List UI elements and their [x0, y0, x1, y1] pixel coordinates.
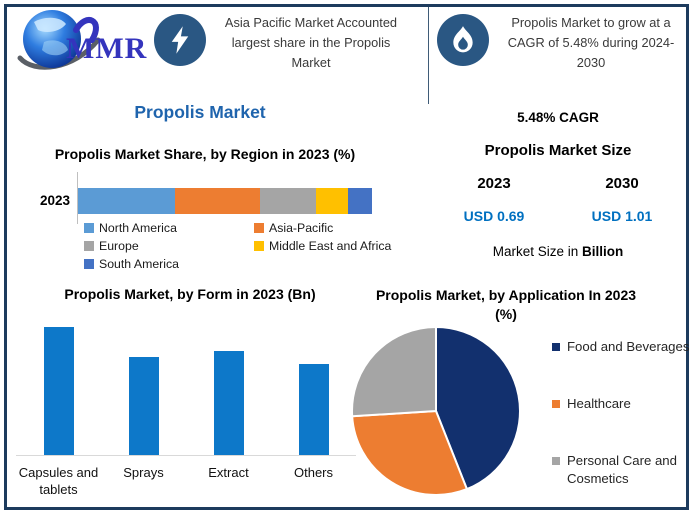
- form-label-extract: Extract: [208, 465, 249, 480]
- legend-label: Food and Beverages: [567, 339, 690, 354]
- application-pie-chart: [350, 325, 522, 497]
- market-size-note: Market Size in Billion: [492, 244, 624, 259]
- form-bar-column: [16, 327, 101, 455]
- form-bar-sprays: [128, 357, 159, 455]
- market-size-unit: Billion: [582, 244, 624, 259]
- mmr-logo: MMR: [16, 8, 156, 78]
- pie-legend-item-food-and-beverages: Food and Beverages: [552, 338, 690, 356]
- bar-segment-south-america: [348, 188, 372, 214]
- legend-swatch: [84, 259, 94, 269]
- pie-legend-item-healthcare: Healthcare: [552, 395, 690, 413]
- market-size-panel: 5.48% CAGR Propolis Market Size 2023 203…: [430, 105, 686, 259]
- region-year-label: 2023: [39, 193, 70, 208]
- bar-segment-europe: [260, 188, 317, 214]
- legend-swatch: [84, 241, 94, 251]
- region-chart-title: Propolis Market Share, by Region in 2023…: [54, 146, 356, 162]
- legend-label: South America: [99, 257, 179, 271]
- globe-icon: [17, 10, 101, 70]
- header-note-cagr: Propolis Market to grow at a CAGR of 5.4…: [507, 15, 675, 70]
- legend-swatch: [552, 343, 560, 351]
- cagr-value: 5.48% CAGR: [517, 110, 599, 125]
- legend-swatch: [254, 223, 264, 233]
- region-legend-item-north-america: North America: [84, 221, 254, 235]
- form-bar-capsules-and-tablets: [43, 327, 74, 455]
- region-y-axis-line: [77, 172, 78, 224]
- infographic-border: [4, 4, 689, 510]
- form-bar-chart: [16, 327, 356, 456]
- lightning-icon: [154, 14, 206, 66]
- region-legend-item-asia-pacific: Asia-Pacific: [254, 221, 394, 235]
- year-start-label: 2023: [477, 175, 511, 192]
- bar-segment-middle-east-and-africa: [316, 188, 349, 214]
- form-label-capsules-and-tablets: Capsules and tablets: [18, 465, 99, 497]
- year-end-label: 2030: [605, 175, 639, 192]
- header-note-asia-pacific: Asia Pacific Market Accounted largest sh…: [224, 15, 398, 70]
- market-value-end: USD 1.01: [591, 208, 653, 224]
- bar-segment-asia-pacific: [175, 188, 261, 214]
- region-legend: North America Asia-Pacific Europe Middle Ea…: [84, 221, 394, 271]
- pie-slice-food-and-beverages: [435, 326, 521, 491]
- flame-icon: [437, 14, 489, 66]
- region-legend-item-south-america: South America: [84, 257, 254, 271]
- page-title: Propolis Market: [134, 102, 266, 122]
- legend-label: North America: [99, 221, 177, 235]
- pie-legend-item-personal-care-and-cosmetics: Personal Care and Cosmetics: [552, 452, 690, 488]
- form-bar-column: [186, 327, 271, 455]
- region-legend-item-middle-east-and-africa: Middle East and Africa: [254, 239, 394, 253]
- form-category-labels: Capsules and tablets Sprays Extract Others: [16, 464, 356, 498]
- form-label-sprays: Sprays: [123, 465, 164, 480]
- form-bar-extract: [213, 351, 244, 455]
- legend-swatch: [84, 223, 94, 233]
- legend-swatch: [552, 457, 560, 465]
- application-pie-title: Propolis Market, by Application In 2023 …: [375, 287, 637, 322]
- region-stacked-bar: [78, 188, 372, 214]
- form-chart-title: Propolis Market, by Form in 2023 (Bn): [64, 286, 316, 302]
- legend-label: Europe: [99, 239, 139, 253]
- form-label-others: Others: [293, 465, 333, 480]
- market-size-title: Propolis Market Size: [484, 142, 632, 159]
- logo-text: MMR: [66, 32, 148, 65]
- legend-swatch: [552, 400, 560, 408]
- region-legend-item-europe: Europe: [84, 239, 254, 253]
- legend-label: Asia-Pacific: [269, 221, 334, 235]
- bar-segment-north-america: [78, 188, 176, 214]
- form-bar-column: [271, 327, 356, 455]
- legend-swatch: [254, 241, 264, 251]
- market-value-start: USD 0.69: [463, 208, 525, 224]
- pie-slice-personal-care-and-cosmetics: [351, 326, 437, 418]
- header-divider: [428, 7, 429, 104]
- legend-label: Healthcare: [567, 396, 631, 411]
- legend-label: Personal Care and Cosmetics: [567, 453, 677, 486]
- form-bar-others: [298, 364, 329, 455]
- form-bar-column: [101, 327, 186, 455]
- application-pie-legend: Food and Beverages Healthcare Personal Car…: [552, 338, 690, 527]
- pie-slice-healthcare: [351, 410, 468, 496]
- legend-label: Middle East and Africa: [269, 239, 392, 253]
